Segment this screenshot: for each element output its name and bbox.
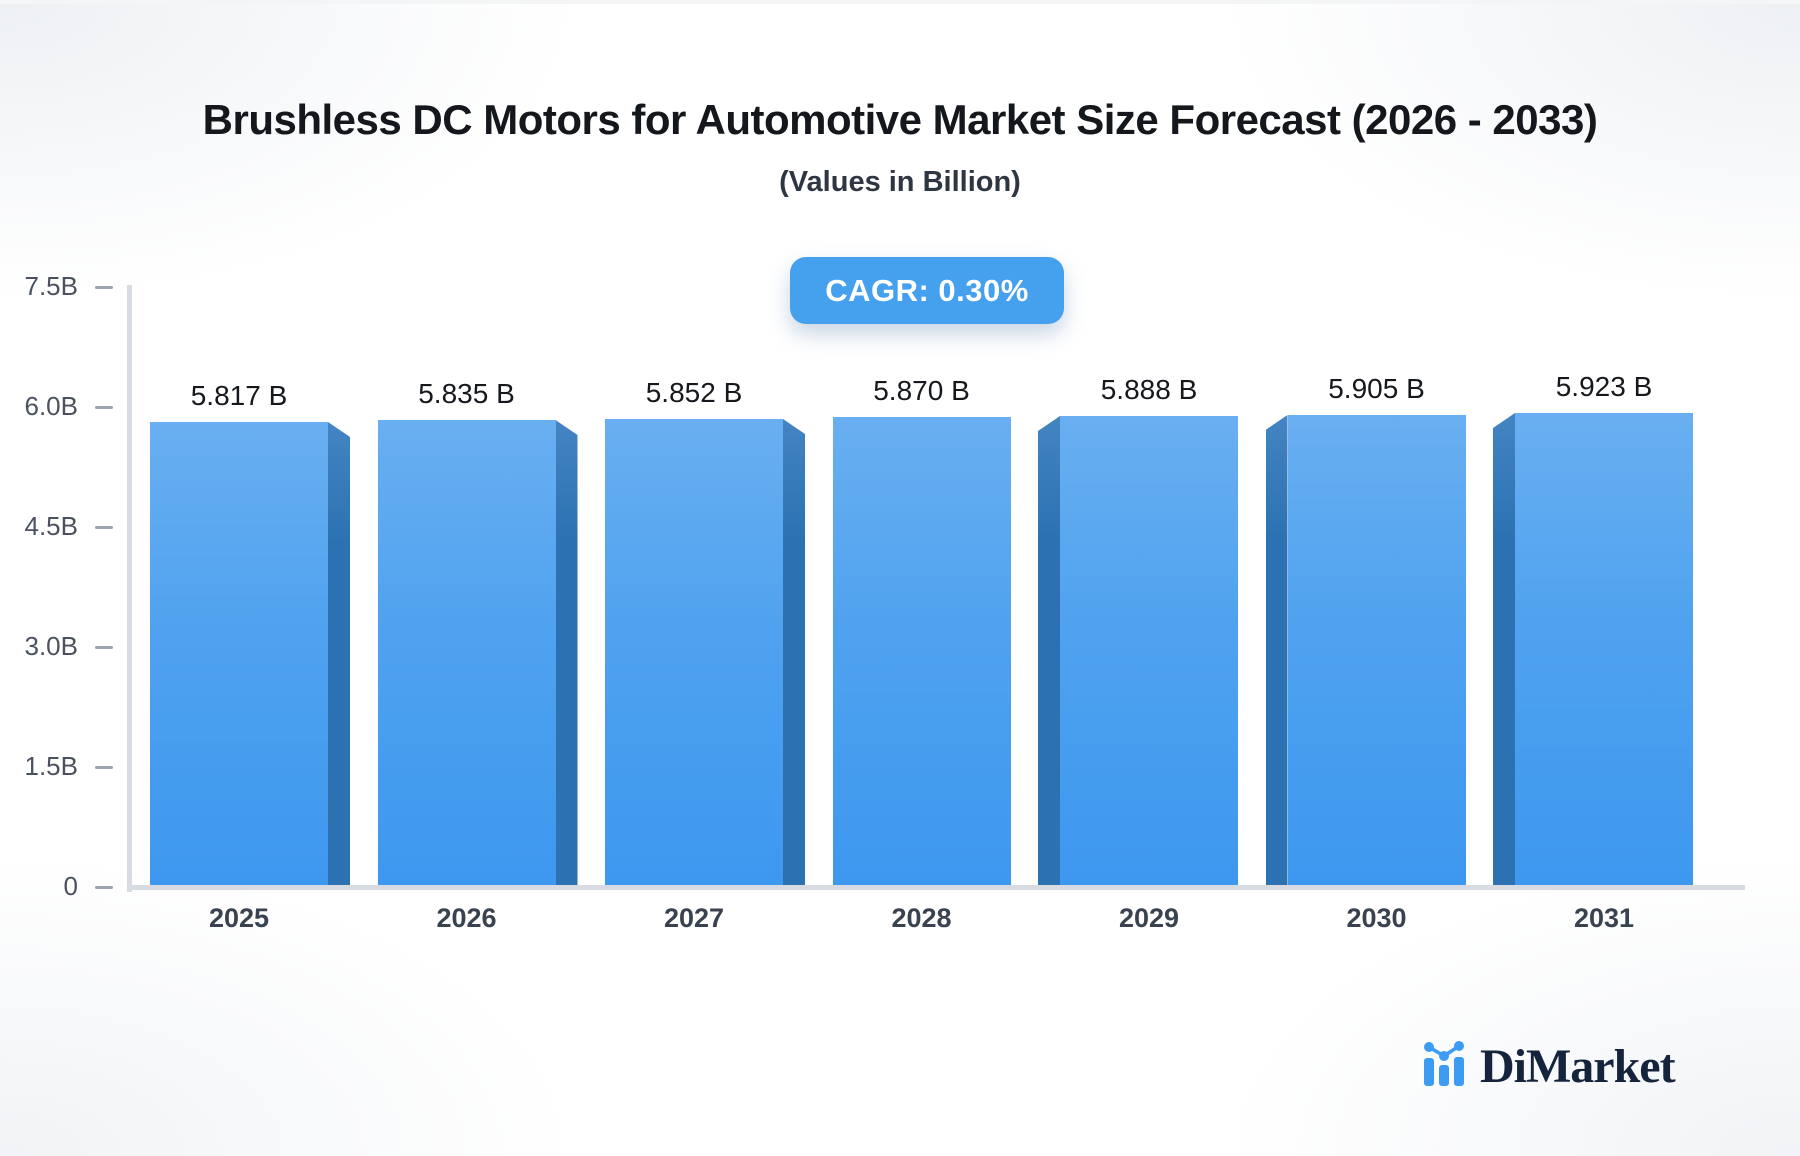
bar-2025 (150, 422, 328, 887)
bar-value-label-2025: 5.817 B (190, 380, 288, 411)
y-tick-dash (95, 886, 113, 889)
cagr-badge: CAGR: 0.30% (790, 257, 1064, 324)
bar-2028 (832, 417, 1011, 887)
bar-value-label-2028: 5.870 B (873, 375, 970, 406)
x-axis-label-2031: 2031 (1573, 903, 1635, 933)
bar-value-label-2029: 5.888 B (1100, 374, 1198, 405)
x-axis-label-2030: 2030 (1346, 903, 1407, 933)
x-axis-label-2029: 2029 (1118, 903, 1180, 933)
bar-value-label-2031: 5.923 B (1555, 371, 1653, 402)
bar-2026 (377, 420, 556, 887)
bar-side-2031 (1493, 413, 1515, 887)
bar-2027 (605, 419, 783, 887)
y-tick-dash (95, 286, 113, 289)
dimarket-logo-text: DiMarket (1480, 1040, 1676, 1093)
bar-chart-trend-icon (1420, 1038, 1470, 1095)
chart-subtitle: (Values in Billion) (779, 166, 1021, 198)
bar-side-2029 (1038, 416, 1060, 887)
y-tick-dash (95, 406, 113, 409)
x-axis-label-2027: 2027 (663, 903, 725, 933)
y-tick-dash (95, 646, 113, 649)
bar-value-label-2027: 5.852 B (645, 377, 743, 408)
x-axis-label-2028: 2028 (891, 903, 952, 933)
y-tick-label: 0 (63, 871, 78, 901)
x-axis-line (127, 885, 1745, 890)
bar-side-2025 (328, 422, 350, 887)
bar-value-label-2030: 5.905 B (1328, 373, 1425, 404)
y-tick-dash (95, 766, 113, 769)
y-tick-dash (95, 526, 113, 529)
y-tick-label: 4.5B (24, 511, 79, 541)
bar-2031 (1515, 413, 1693, 887)
dimarket-logo: DiMarket (1420, 1038, 1676, 1096)
bar-side-2027 (783, 419, 805, 887)
bar-side-2026 (555, 420, 578, 887)
cagr-badge-label: CAGR: 0.30% (825, 272, 1029, 308)
bar-2029 (1060, 416, 1238, 887)
bar-2030 (1287, 415, 1466, 887)
y-tick-label: 6.0B (24, 391, 79, 421)
y-tick-label: 7.5B (24, 271, 79, 301)
bar-side-2030 (1265, 415, 1288, 887)
x-axis-label-2025: 2025 (208, 903, 270, 933)
y-tick-label: 1.5B (24, 751, 79, 781)
y-tick-label: 3.0B (24, 631, 79, 661)
chart-title: Brushless DC Motors for Automotive Marke… (202, 96, 1598, 143)
bar-value-label-2026: 5.835 B (418, 378, 515, 409)
x-axis-label-2026: 2026 (436, 903, 497, 933)
y-axis-line (127, 285, 132, 892)
